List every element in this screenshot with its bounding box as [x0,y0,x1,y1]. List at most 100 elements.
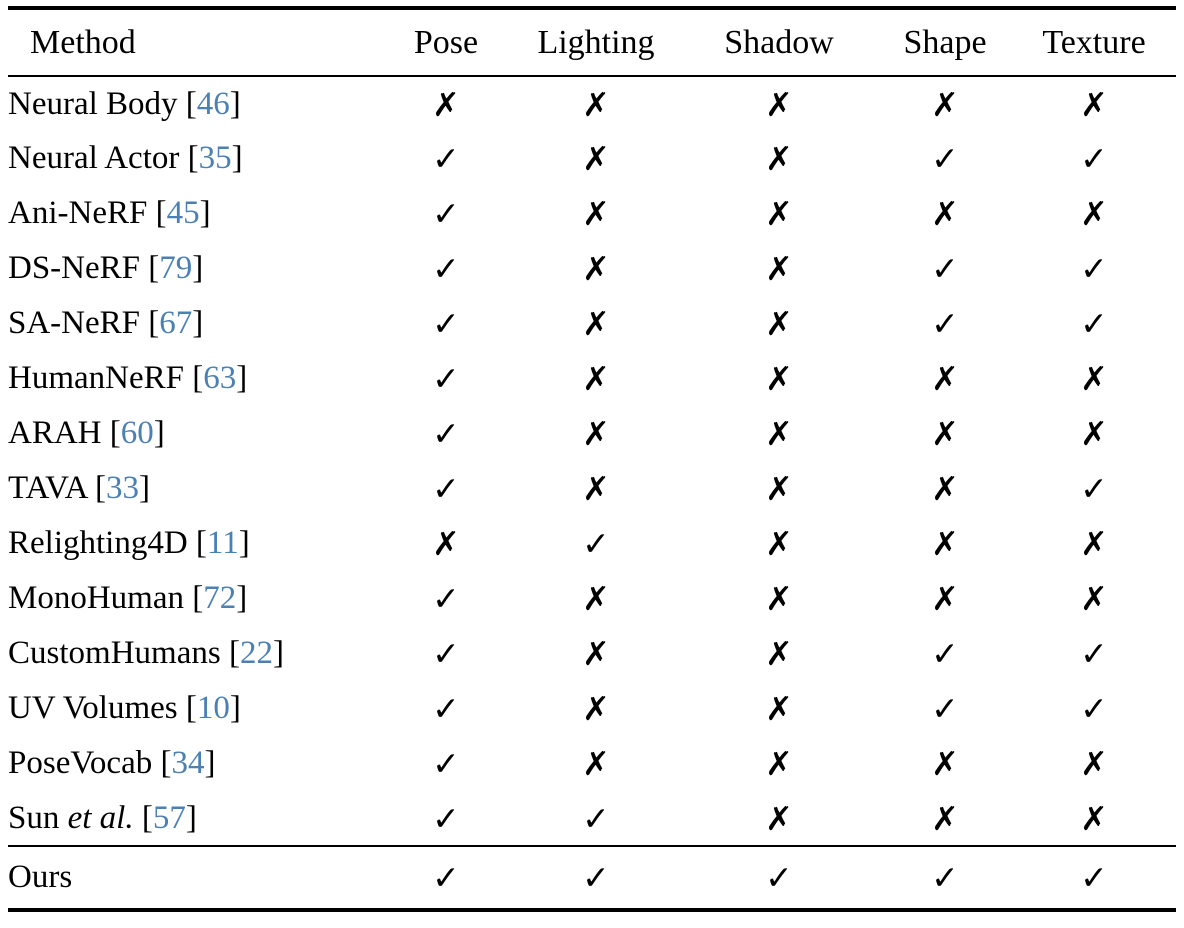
check-mark: ✓ [931,634,959,673]
citation-bracket-open: [ [179,140,199,176]
check-mark: ✓ [432,634,460,673]
citation-link[interactable]: 11 [206,525,239,561]
method-cell: PoseVocab [34] [8,736,380,791]
check-mark: ✓ [931,858,959,897]
method-name: Ani-NeRF [8,195,148,231]
cross-mark: ✗ [931,469,959,508]
check-mark: ✓ [432,858,460,897]
check-mark: ✓ [582,798,610,838]
method-cell: ARAH [60] [8,406,380,461]
check-mark: ✓ [582,858,610,897]
cross-mark: ✗ [765,798,793,838]
cross-mark: ✗ [582,689,610,728]
method-name: DS-NeRF [8,250,141,286]
cross-mark: ✗ [931,194,959,233]
citation-link[interactable]: 45 [166,195,200,231]
cross-mark: ✗ [582,744,610,783]
citation-link[interactable]: 57 [152,799,186,836]
citation-bracket-open: [ [184,360,204,396]
table-row: MonoHuman [72] ✓ ✗ ✗ ✗ ✗ [8,571,1176,626]
cross-mark: ✗ [765,689,793,728]
cross-mark: ✗ [582,304,610,343]
cross-mark: ✗ [432,84,460,124]
citation-bracket-close: ] [192,250,204,286]
citation-bracket-open: [ [140,305,160,341]
citation-link[interactable]: 34 [171,745,205,781]
citation-link[interactable]: 63 [203,360,237,396]
check-mark: ✓ [1080,139,1108,178]
cross-mark: ✗ [765,249,793,288]
cross-mark: ✗ [931,744,959,783]
citation-bracket-open: [ [86,470,106,506]
table-row: Ours ✓ ✓ ✓ ✓ ✓ [8,846,1176,910]
check-mark: ✓ [765,858,793,897]
col-header-pose: Pose [380,8,512,77]
method-cell: CustomHumans [22] [8,626,380,681]
cross-mark: ✗ [765,414,793,453]
cross-mark: ✗ [931,359,959,398]
citation-link[interactable]: 67 [159,305,193,341]
check-mark: ✓ [931,139,959,178]
check-mark: ✓ [432,249,460,288]
check-mark: ✓ [1080,469,1108,508]
cross-mark: ✗ [582,194,610,233]
citation-link[interactable]: 72 [203,580,237,616]
citation-bracket-close: ] [236,580,248,616]
citation-bracket-close: ] [185,799,197,836]
cross-mark: ✗ [1080,194,1108,233]
citation-bracket-open: [ [101,415,121,451]
cross-mark: ✗ [765,579,793,618]
citation-link[interactable]: 46 [196,85,230,122]
header-row: Method Pose Lighting Shadow Shape Textur… [8,8,1176,77]
check-mark: ✓ [1080,858,1108,897]
check-mark: ✓ [582,524,610,563]
citation-link[interactable]: 79 [159,250,193,286]
cross-mark: ✗ [931,798,959,838]
citation-link[interactable]: 35 [198,140,232,176]
cross-mark: ✗ [1080,359,1108,398]
citation-bracket-open: [ [133,799,153,836]
table-row: HumanNeRF [63] ✓ ✗ ✗ ✗ ✗ [8,351,1176,406]
method-name: CustomHumans [8,635,221,671]
citation-bracket-open: [ [147,195,167,231]
citation-bracket-open: [ [152,745,172,781]
citation-bracket-close: ] [231,140,243,176]
table-row: Relighting4D [11] ✗ ✓ ✗ ✗ ✗ [8,516,1176,571]
method-name: MonoHuman [8,580,184,616]
citation-link[interactable]: 33 [105,470,139,506]
method-name: Sun [8,799,60,836]
method-cell: HumanNeRF [63] [8,351,380,406]
cross-mark: ✗ [931,414,959,453]
check-mark: ✓ [1080,249,1108,288]
table-header: Method Pose Lighting Shadow Shape Textur… [8,8,1176,77]
method-name: Ours [8,859,73,895]
check-mark: ✓ [432,359,460,398]
citation-bracket-close: ] [138,470,150,506]
cross-mark: ✗ [1080,524,1108,563]
method-name: HumanNeRF [8,360,184,396]
citation-link[interactable]: 22 [239,635,273,671]
cross-mark: ✗ [765,744,793,783]
cross-mark: ✗ [765,84,793,124]
citation-bracket-close: ] [272,635,284,671]
cross-mark: ✗ [765,139,793,178]
table-row: Neural Actor [35] ✓ ✗ ✗ ✓ ✓ [8,131,1176,186]
cross-mark: ✗ [765,469,793,508]
citation-link[interactable]: 60 [120,415,154,451]
check-mark: ✓ [1080,634,1108,673]
check-mark: ✓ [432,469,460,508]
check-mark: ✓ [1080,689,1108,728]
check-mark: ✓ [432,139,460,178]
method-cell: TAVA [33] [8,461,380,516]
cross-mark: ✗ [582,579,610,618]
citation-link[interactable]: 10 [196,690,230,726]
table-row: ARAH [60] ✓ ✗ ✗ ✗ ✗ [8,406,1176,461]
cross-mark: ✗ [931,84,959,124]
ours-section: Ours ✓ ✓ ✓ ✓ ✓ [8,846,1176,910]
method-cell: Ours [8,846,380,910]
method-name: Neural Actor [8,140,180,176]
cross-mark: ✗ [582,359,610,398]
table-row: DS-NeRF [79] ✓ ✗ ✗ ✓ ✓ [8,241,1176,296]
check-mark: ✓ [432,689,460,728]
check-mark: ✓ [931,689,959,728]
